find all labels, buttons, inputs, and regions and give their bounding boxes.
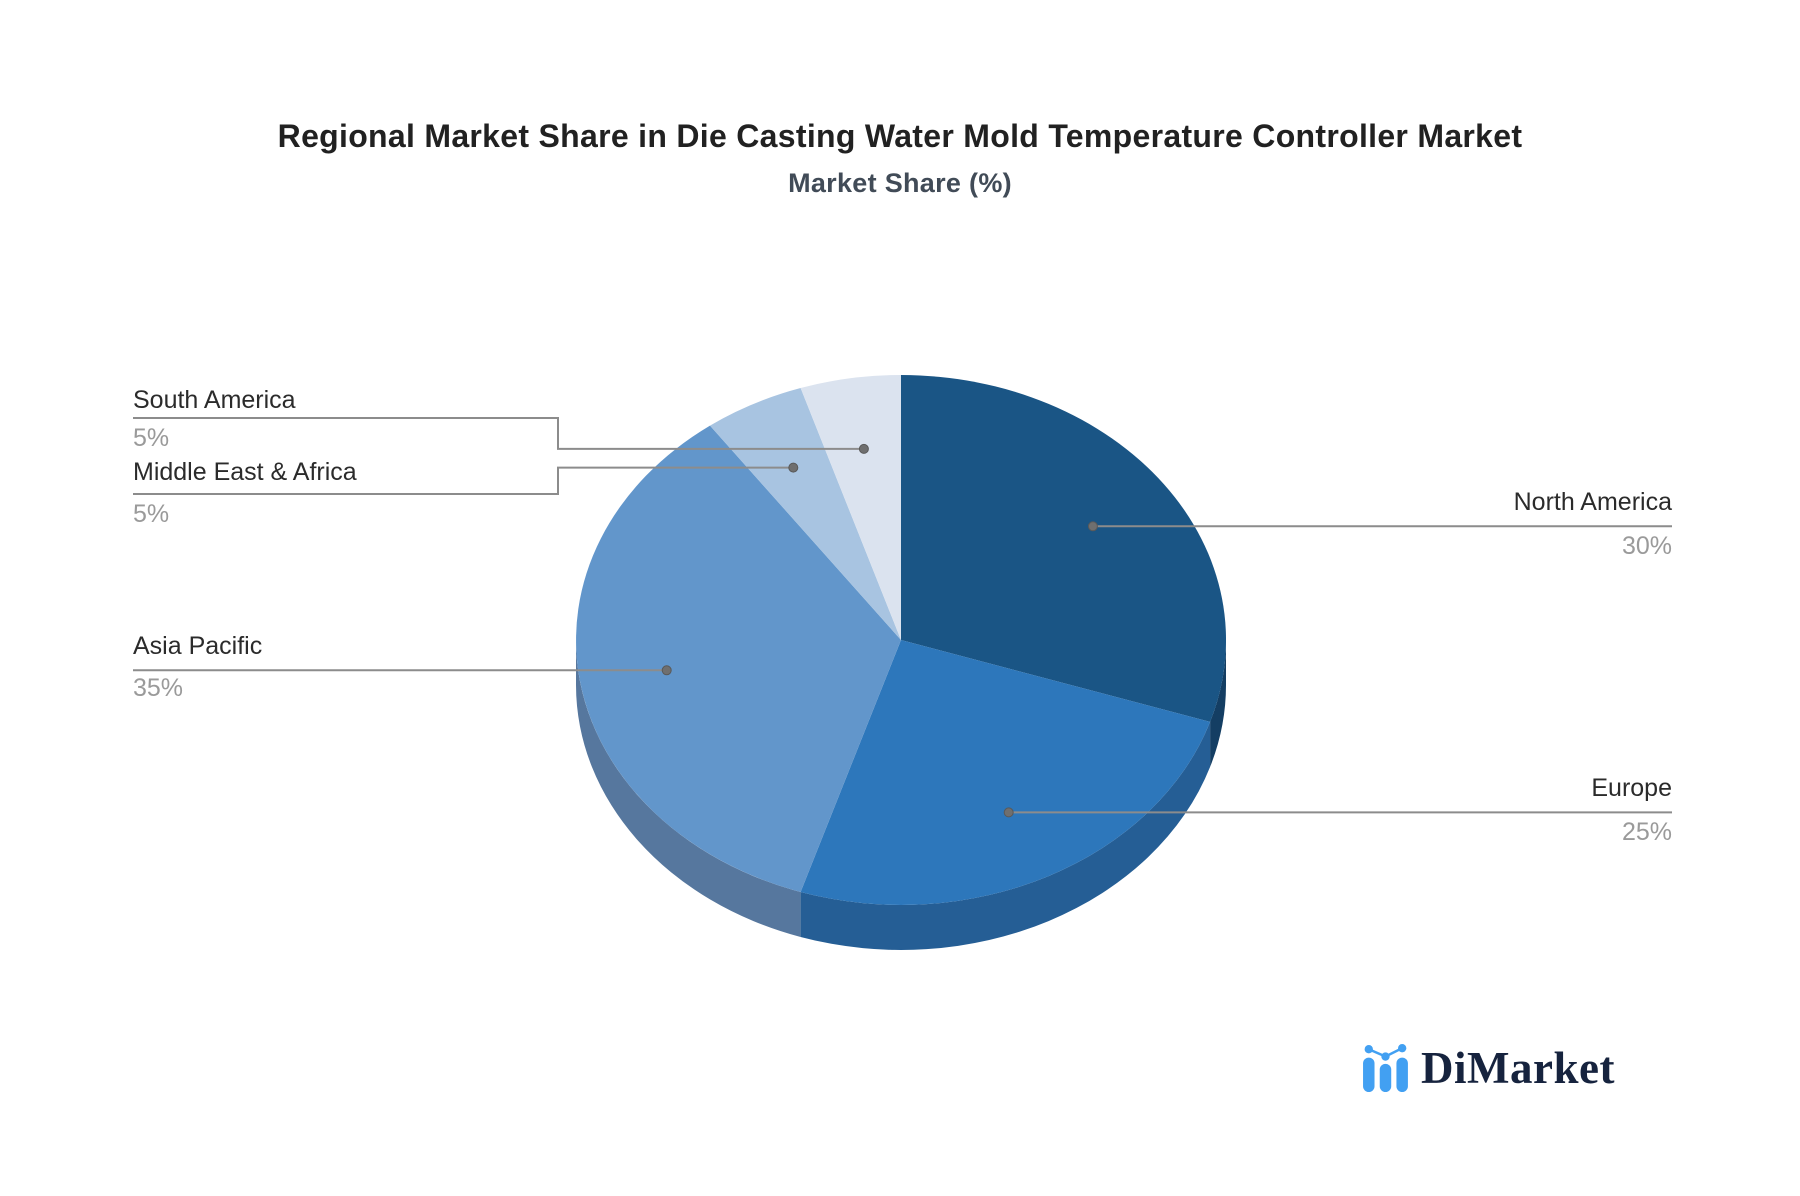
- leader-line-middle-east-africa: [133, 466, 794, 495]
- pie-slices: [576, 375, 1227, 905]
- pie-slice-middle-east-africa[interactable]: [710, 388, 901, 640]
- label-europe: Europe: [1591, 774, 1672, 802]
- pie-slice-north-america[interactable]: [901, 375, 1227, 722]
- pie-side-europe: [800, 721, 1211, 950]
- leader-dot-north-america: [1087, 521, 1098, 532]
- value-south-america: 5%: [133, 424, 170, 452]
- value-asia-pacific: 35%: [133, 674, 184, 702]
- value-europe: 25%: [1621, 818, 1672, 846]
- value-middle-east-africa: 5%: [133, 500, 170, 528]
- label-north-america: North America: [1513, 488, 1672, 516]
- leader-dot-middle-east-africa: [788, 462, 799, 473]
- dimarket-logo: DiMarket: [1363, 1042, 1615, 1094]
- pie-3d-sides: [576, 640, 1226, 950]
- pie-slice-asia-pacific[interactable]: [576, 425, 901, 892]
- leader-dot-europe: [1003, 807, 1014, 818]
- leader-dot-asia-pacific: [661, 665, 672, 676]
- pie-side-asia-pacific: [576, 640, 801, 937]
- leader-line-south-america: [133, 417, 864, 450]
- chart-title: Regional Market Share in Die Casting Wat…: [277, 118, 1523, 154]
- label-south-america: South America: [133, 386, 296, 414]
- chart-subtitle: Market Share (%): [788, 168, 1012, 198]
- pie-slice-europe[interactable]: [800, 640, 1211, 905]
- pie-slice-south-america[interactable]: [800, 375, 901, 640]
- value-north-america: 30%: [1621, 532, 1672, 560]
- label-middle-east-africa: Middle East & Africa: [133, 458, 357, 486]
- pie-side-north-america: [1210, 640, 1226, 767]
- bar-line-chart-icon: [1363, 1044, 1408, 1092]
- label-asia-pacific: Asia Pacific: [133, 632, 263, 660]
- leader-dot-south-america: [858, 443, 869, 454]
- dimarket-logo-text: DiMarket: [1421, 1043, 1615, 1093]
- leader-lines: [133, 417, 1672, 818]
